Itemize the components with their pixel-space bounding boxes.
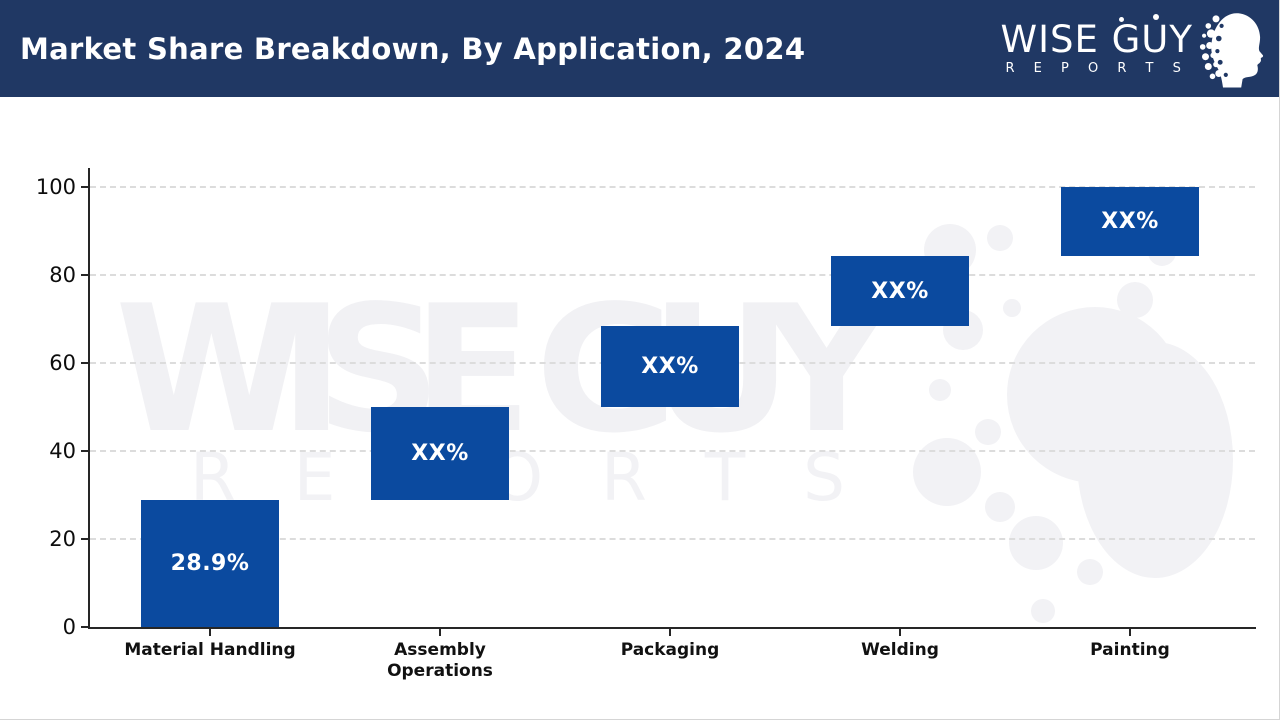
x-axis-category-label: Assembly Operations bbox=[387, 640, 493, 681]
bar-segment: XX% bbox=[371, 407, 509, 500]
y-gridline bbox=[90, 450, 1255, 452]
y-gridline bbox=[90, 538, 1255, 540]
bar-segment: XX% bbox=[1061, 187, 1199, 257]
y-axis-tick-label: 100 bbox=[35, 175, 76, 199]
y-gridline bbox=[90, 274, 1255, 276]
bar-segment: XX% bbox=[831, 256, 969, 327]
x-axis-tick-mark bbox=[439, 629, 441, 636]
x-axis-line bbox=[88, 627, 1256, 629]
x-axis-tick-mark bbox=[669, 629, 671, 636]
y-axis-tick-mark bbox=[81, 626, 89, 628]
y-axis-tick-mark bbox=[81, 274, 89, 276]
logo-dot-icon bbox=[1118, 16, 1124, 22]
bar-segment: XX% bbox=[601, 326, 739, 407]
x-axis-category-label: Welding bbox=[861, 640, 939, 660]
bar-value-label: XX% bbox=[641, 354, 699, 379]
y-axis-tick-label: 40 bbox=[49, 439, 76, 463]
bar-value-label: XX% bbox=[411, 440, 469, 466]
y-axis-tick-label: 0 bbox=[62, 615, 76, 639]
wise-guy-logo: WISE GUY R E P O R T S bbox=[1001, 7, 1265, 91]
logo-head-icon bbox=[1199, 12, 1264, 88]
page-title: Market Share Breakdown, By Application, … bbox=[20, 31, 806, 66]
y-axis-tick-label: 20 bbox=[49, 527, 76, 551]
header-bar: Market Share Breakdown, By Application, … bbox=[0, 0, 1279, 97]
y-axis-tick-label: 60 bbox=[49, 351, 76, 375]
y-axis-tick-mark bbox=[81, 186, 89, 188]
y-axis-tick-label: 80 bbox=[49, 263, 76, 287]
logo-text: WISE GUY R E P O R T S bbox=[1000, 13, 1193, 77]
bar-value-label: 28.9% bbox=[170, 550, 250, 576]
x-axis-tick-mark bbox=[209, 629, 211, 636]
bar-value-label: XX% bbox=[871, 278, 929, 304]
logo-wordmark: WISE GUY bbox=[1000, 17, 1193, 61]
x-axis-category-label: Packaging bbox=[620, 640, 720, 660]
y-axis-tick-mark bbox=[81, 538, 89, 540]
x-axis-tick-mark bbox=[899, 629, 901, 636]
y-gridline bbox=[90, 186, 1255, 188]
y-axis-tick-mark bbox=[81, 450, 89, 452]
y-axis-line bbox=[88, 168, 90, 629]
x-axis-category-label: Painting bbox=[1090, 640, 1170, 660]
logo-dot-icon bbox=[1152, 13, 1159, 20]
bar-value-label: XX% bbox=[1101, 209, 1159, 235]
x-axis-category-label: Material Handling bbox=[124, 640, 296, 660]
logo-subtitle: R E P O R T S bbox=[1005, 61, 1189, 77]
x-axis-tick-mark bbox=[1129, 629, 1131, 636]
bar-segment: 28.9% bbox=[141, 499, 279, 627]
y-axis-tick-mark bbox=[81, 362, 89, 364]
